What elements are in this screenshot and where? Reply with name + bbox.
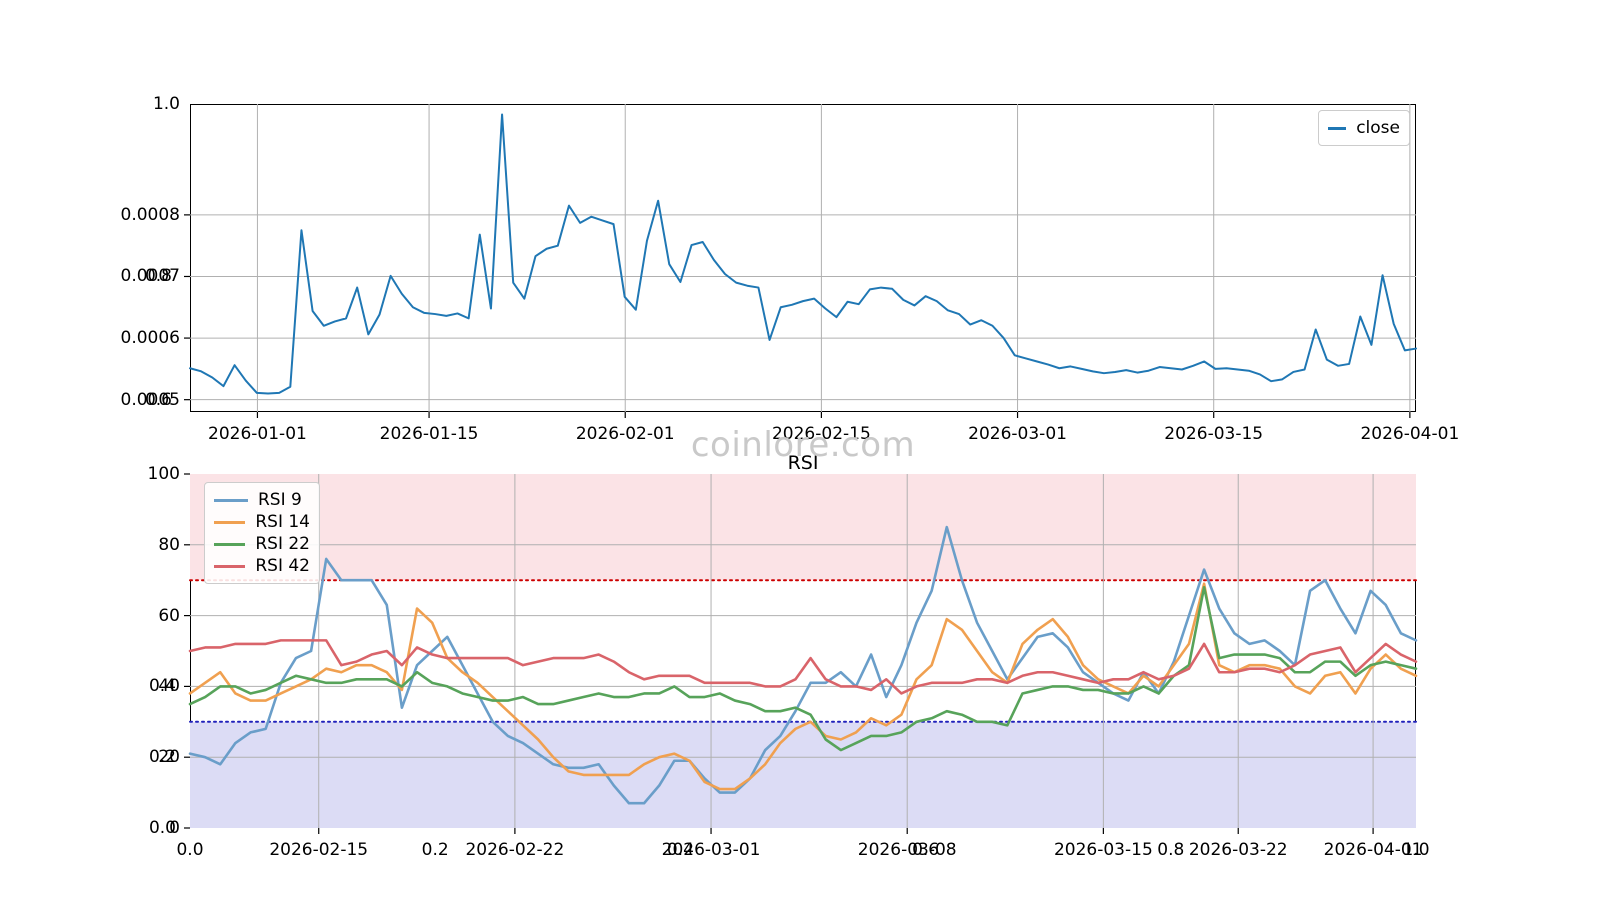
rsi-ytick: 60 <box>158 605 180 626</box>
price-xtick: 2026-01-01 <box>208 424 307 444</box>
price-xtick: 2026-01-15 <box>379 424 479 444</box>
rsi-overlay-xtick: 0.0 <box>176 840 204 860</box>
legend-label: RSI 42 <box>255 556 310 576</box>
rsi-xtick: 2026-03-15 <box>1053 840 1153 860</box>
legend-label: RSI 9 <box>258 490 302 510</box>
rsi-overlay-xtick: 1.0 <box>1402 840 1430 860</box>
legend-label: close <box>1356 118 1400 138</box>
legend-label: RSI 14 <box>255 512 310 532</box>
rsi-overlay-ytick: 0.2 <box>148 747 176 768</box>
rsi-legend[interactable]: RSI 9 RSI 14 RSI 22 RSI 42 <box>204 482 320 584</box>
legend-item[interactable]: RSI 22 <box>214 533 310 555</box>
price-overlay-ytick: 0.6 <box>144 389 172 410</box>
price-ytick: 0.0007 <box>120 266 180 287</box>
price-overlay-ytick: 1.0 <box>152 94 180 114</box>
rsi-xtick: 2026-02-15 <box>269 840 369 860</box>
rsi-overlay-ytick: 0.0 <box>148 818 176 838</box>
rsi-panel: RSI 0 20 40 60 80 100 0.0 0.2 0.4 2026-02-15 202… <box>0 440 1600 900</box>
legend-swatch-rsi-9 <box>214 498 248 502</box>
price-xtick: 2026-04-01 <box>1360 424 1460 444</box>
rsi-overlay-xtick: 0.4 <box>666 840 694 860</box>
legend-swatch-rsi-14 <box>214 520 246 524</box>
rsi-xtick: 2026-03-08 <box>857 840 957 860</box>
rsi-ytick: 80 <box>158 534 180 555</box>
rsi-plot-svg <box>184 473 1418 834</box>
rsi-xtick: 2026-03-01 <box>661 840 761 860</box>
price-panel: 0.0005 0.0006 0.0007 0.0008 1.0 0.8 0.6 2026-… <box>0 0 1600 444</box>
legend-item[interactable]: RSI 14 <box>214 511 310 533</box>
price-xtick: 2026-02-01 <box>575 424 675 444</box>
rsi-overlay-ytick: 0.4 <box>148 676 176 697</box>
legend-swatch-close <box>1328 126 1347 130</box>
legend-label: RSI 22 <box>255 534 310 554</box>
legend-swatch-rsi-22 <box>214 542 246 546</box>
price-ytick: 0.0006 <box>120 328 180 349</box>
rsi-ytick: 20 <box>158 747 180 768</box>
price-xtick: 2026-02-15 <box>771 424 871 444</box>
price-legend[interactable]: close <box>1318 110 1410 146</box>
price-ytick: 0.0005 <box>120 389 180 410</box>
price-axes-frame <box>190 104 1416 412</box>
price-overlay-ytick: 0.8 <box>144 266 172 287</box>
price-xtick: 2026-03-15 <box>1164 424 1264 444</box>
price-plot-svg <box>184 104 1417 418</box>
rsi-overlay-xtick: 0.6 <box>912 840 940 860</box>
legend-item[interactable]: close <box>1328 117 1400 139</box>
rsi-ytick: 100 <box>147 464 180 484</box>
rsi-xtick: 2026-03-22 <box>1188 840 1288 860</box>
rsi-xtick: 2026-02-22 <box>465 840 565 860</box>
legend-item[interactable]: RSI 42 <box>214 555 310 577</box>
price-ytick: 0.0008 <box>120 204 180 225</box>
legend-item[interactable]: RSI 9 <box>214 489 310 511</box>
rsi-title: RSI <box>787 452 819 474</box>
price-xtick: 2026-03-01 <box>968 424 1067 444</box>
rsi-xtick: 2026-04-01 <box>1323 840 1423 860</box>
watermark: coinlore.com <box>690 425 916 465</box>
legend-swatch-rsi-42 <box>214 564 246 568</box>
rsi-overlay-xtick: 0.8 <box>1157 840 1185 860</box>
rsi-overlay-xtick: 0.2 <box>421 840 449 860</box>
rsi-ytick: 0 <box>169 818 180 838</box>
rsi-ytick: 40 <box>158 676 180 697</box>
